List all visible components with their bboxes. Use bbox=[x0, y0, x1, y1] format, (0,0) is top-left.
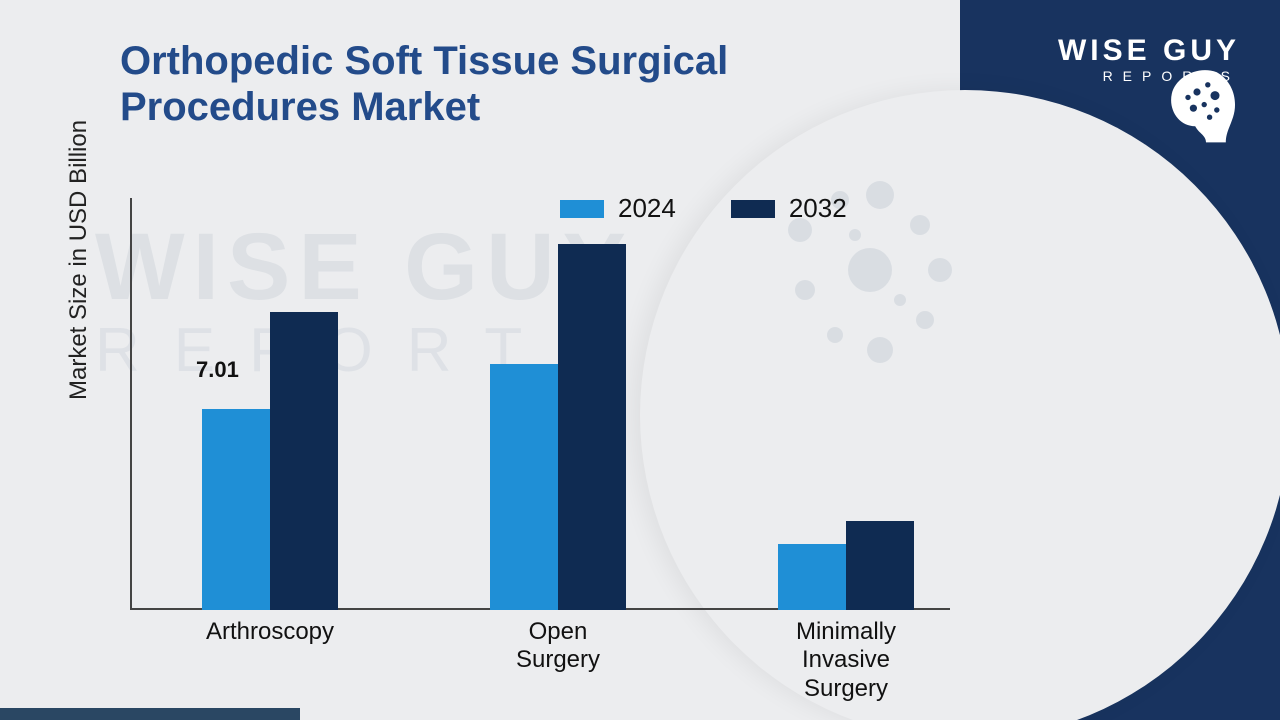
bar bbox=[490, 364, 558, 610]
category-label: MinimallyInvasiveSurgery bbox=[746, 610, 946, 703]
infographic-stage: WISE GUY REPORTS WISE GUY REPORTS Orthop… bbox=[0, 0, 1280, 720]
category-label: OpenSurgery bbox=[458, 610, 658, 675]
brand-logo: WISE GUY REPORTS bbox=[1058, 35, 1240, 83]
legend-label-2032: 2032 bbox=[789, 193, 847, 224]
decor-bottom-strip bbox=[0, 708, 300, 720]
brand-head-icon bbox=[1152, 65, 1242, 155]
brand-name: WISE GUY bbox=[1058, 34, 1240, 67]
legend-label-2024: 2024 bbox=[618, 193, 676, 224]
y-axis-label: Market Size in USD Billion bbox=[65, 120, 93, 400]
bar-group: MinimallyInvasiveSurgery bbox=[778, 238, 914, 610]
bar-group: 7.01Arthroscopy bbox=[202, 238, 338, 610]
bar bbox=[558, 244, 626, 610]
y-axis-line bbox=[130, 198, 132, 610]
plot-area: 7.01Arthroscopy OpenSurgery MinimallyInvas… bbox=[130, 238, 920, 610]
bar bbox=[846, 521, 914, 610]
bar bbox=[778, 544, 846, 610]
bar-group: OpenSurgery bbox=[490, 238, 626, 610]
legend-item-2024: 2024 bbox=[560, 193, 676, 224]
legend: 2024 2032 bbox=[560, 193, 847, 224]
legend-swatch-2024 bbox=[560, 200, 604, 218]
bar bbox=[270, 312, 338, 610]
category-label: Arthroscopy bbox=[170, 610, 370, 646]
chart-title: Orthopedic Soft Tissue Surgical Procedur… bbox=[120, 38, 840, 130]
bar bbox=[202, 409, 270, 610]
bar-value-label: 7.01 bbox=[196, 357, 239, 383]
legend-swatch-2032 bbox=[731, 200, 775, 218]
legend-item-2032: 2032 bbox=[731, 193, 847, 224]
